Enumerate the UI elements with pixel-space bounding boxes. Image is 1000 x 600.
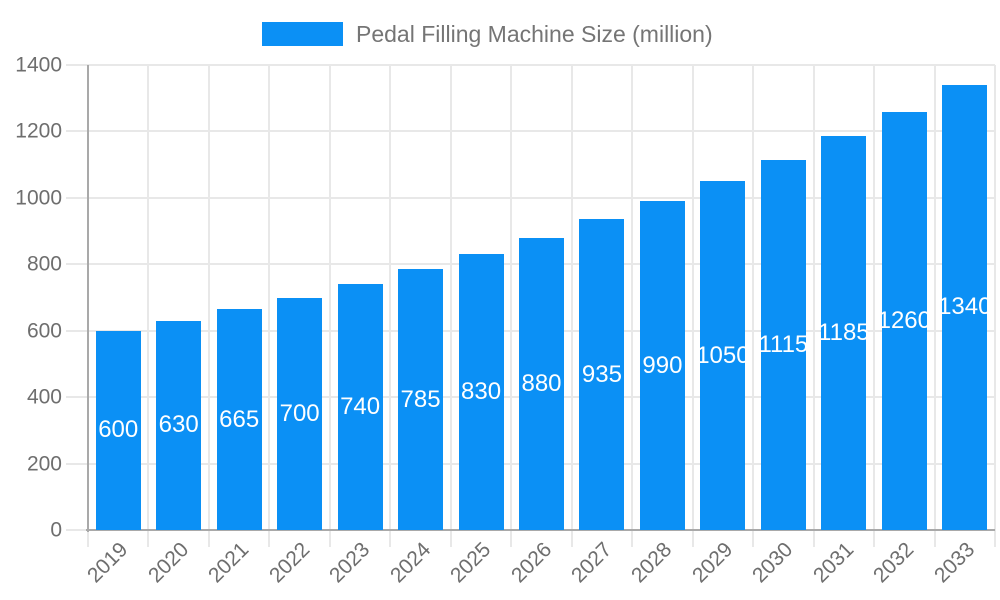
y-axis-tick-label: 1400: [15, 53, 62, 77]
bar-value-label: 1115: [758, 330, 809, 358]
y-axis-tick-label: 600: [26, 319, 62, 343]
y-axis-tick-label: 400: [26, 385, 62, 409]
bar-value-label: 935: [581, 360, 622, 388]
x-gridline: [691, 65, 694, 547]
bar[interactable]: [156, 320, 202, 530]
x-gridline: [752, 65, 755, 547]
x-gridline: [933, 65, 936, 547]
bar-value-label: 1050: [696, 341, 750, 369]
x-axis-line: [86, 529, 995, 531]
bar-value-label: 1260: [877, 306, 931, 334]
x-gridline: [631, 65, 634, 547]
bar-value-label: 990: [642, 351, 683, 379]
bar-value-label: 600: [98, 416, 139, 444]
legend: Pedal Filling Machine Size (million): [0, 0, 1000, 60]
bar[interactable]: [95, 330, 141, 530]
bar[interactable]: [821, 136, 867, 530]
y-axis-line: [87, 65, 89, 532]
bar-value-label: 665: [219, 405, 260, 433]
bar-value-label: 1340: [938, 293, 992, 321]
bar[interactable]: [760, 159, 806, 530]
y-axis-tick-label: 800: [26, 252, 62, 276]
bar-value-label: 830: [461, 378, 502, 406]
legend-label[interactable]: Pedal Filling Machine Size (million): [356, 21, 713, 47]
bar-value-label: 630: [158, 411, 199, 439]
x-gridline: [994, 65, 996, 547]
bar[interactable]: [277, 297, 323, 530]
y-axis-tick-label: 0: [50, 518, 62, 542]
bar[interactable]: [398, 269, 444, 530]
bar-value-label: 785: [400, 385, 441, 413]
x-gridline: [207, 65, 210, 547]
x-gridline: [147, 65, 150, 547]
y-axis-tick-label: 1000: [15, 186, 62, 210]
x-gridline: [328, 65, 331, 547]
x-gridline: [268, 65, 271, 547]
x-gridline: [812, 65, 815, 547]
x-gridline: [389, 65, 392, 547]
x-axis-tick-label: 2019: [83, 538, 133, 588]
bar[interactable]: [458, 254, 504, 530]
bar[interactable]: [216, 309, 262, 530]
bar[interactable]: [881, 111, 927, 530]
y-axis-tick-label: 200: [26, 452, 62, 476]
legend-swatch[interactable]: [262, 22, 343, 46]
y-gridline: [66, 64, 995, 66]
bar[interactable]: [579, 219, 625, 530]
y-gridline: [66, 196, 995, 199]
bar-value-label: 700: [279, 399, 320, 427]
bar-value-label: 1185: [818, 319, 870, 347]
bar[interactable]: [942, 84, 988, 530]
bar[interactable]: [519, 237, 564, 530]
x-gridline: [873, 65, 876, 547]
y-gridline: [66, 130, 995, 133]
bar-value-label: 740: [340, 393, 381, 421]
y-axis-tick-label: 1200: [15, 119, 62, 143]
bar-value-label: 880: [521, 369, 562, 397]
x-gridline: [510, 65, 513, 547]
bar[interactable]: [639, 201, 685, 530]
x-gridline: [570, 65, 573, 547]
x-gridline: [449, 65, 452, 547]
bar[interactable]: [700, 181, 746, 530]
bar[interactable]: [337, 284, 383, 530]
